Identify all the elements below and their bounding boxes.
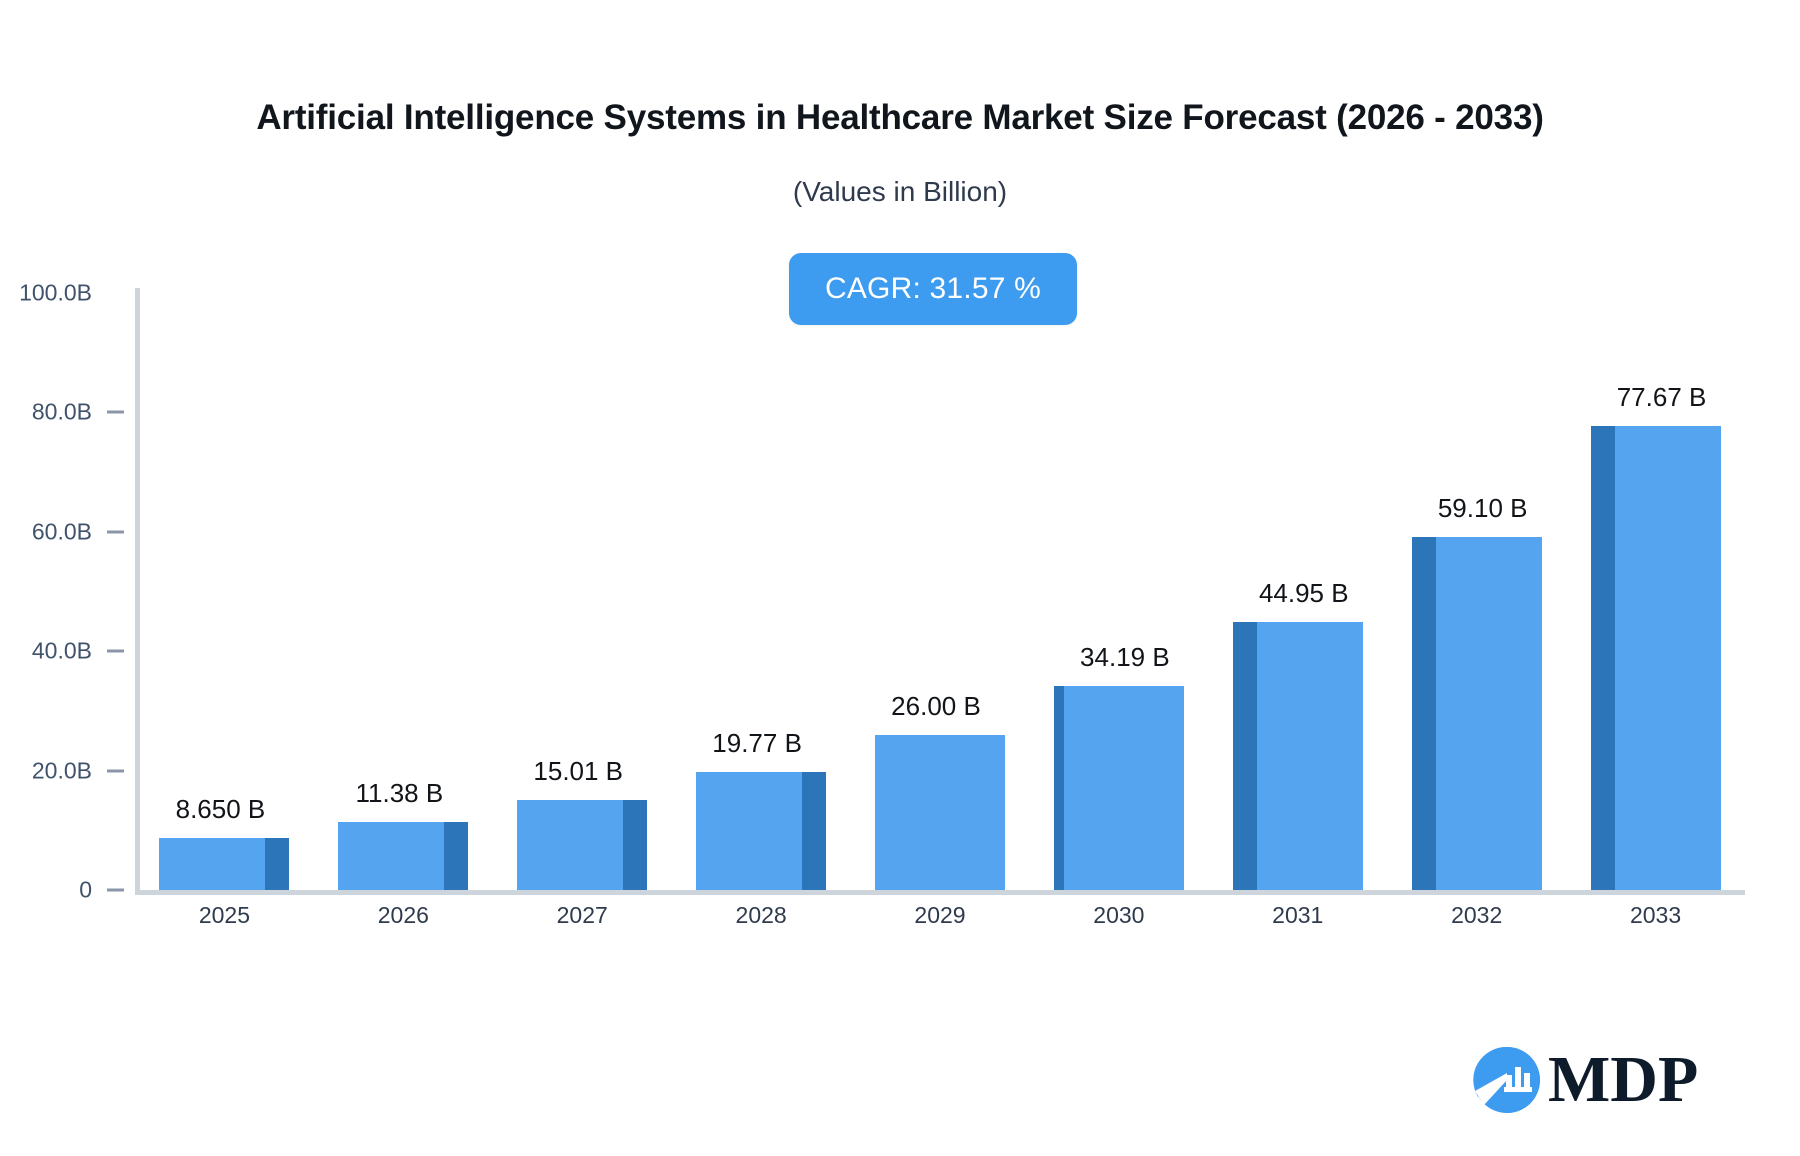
y-axis-line [135,288,140,894]
bar-face [875,734,1005,890]
mdp-logo: MDP [1470,1043,1698,1117]
bar-face [1614,426,1721,890]
bar-side-panel [1590,426,1615,890]
bar-face [338,822,445,890]
bar-side-panel [1232,621,1257,890]
bar-side-panel [1411,537,1436,890]
bar-value-label: 8.650 B [175,794,266,825]
x-axis-tick-label: 2030 [1093,902,1145,928]
bar-value-label: 26.00 B [891,690,981,721]
y-axis-tick-label: 100.0B [19,279,92,306]
x-axis-tick-label: 2026 [377,902,429,928]
bar-side-panel [623,800,648,890]
bar[interactable] [1232,621,1363,890]
bar[interactable] [338,822,469,890]
chart-subtitle: (Values in Billion) [792,176,1008,207]
x-axis-tick-label: 2032 [1451,902,1503,928]
bar[interactable] [1411,537,1542,890]
bar-face [1435,537,1542,890]
y-axis-tick-mark [107,888,124,892]
y-axis-tick-label: 0 [79,876,92,903]
bar-value-label: 59.10 B [1437,493,1528,524]
x-axis-tick-label: 2029 [914,902,966,928]
bar[interactable] [875,734,1005,890]
bar[interactable] [517,800,648,890]
bar-face [159,838,266,890]
x-axis-line [135,890,1745,895]
bar-face [517,800,624,890]
bar[interactable] [1053,685,1184,890]
bar-value-label: 44.95 B [1258,577,1349,608]
y-axis-tick-mark [107,769,124,773]
bar[interactable] [159,838,290,890]
bar-value-label: 11.38 B [355,778,444,809]
bar-side-panel [802,771,827,890]
bar[interactable] [696,771,827,890]
bar-face [1063,685,1184,890]
bar-face [696,771,803,890]
y-axis-tick-label: 80.0B [31,398,92,425]
y-axis-tick-label: 40.0B [31,637,92,664]
bar-side-panel [1053,685,1064,890]
page-title: Artificial Intelligence Systems in Healt… [256,98,1544,137]
x-axis-tick-label: 2031 [1272,902,1324,928]
bar-side-panel [265,838,290,890]
bar-side-panel [444,822,469,890]
cagr-badge: CAGR: 31.57 % [789,253,1077,325]
y-axis-tick-mark [107,530,124,534]
bar-value-label: 19.77 B [712,727,802,758]
bar-value-label: 34.19 B [1080,641,1170,672]
cagr-badge-label: CAGR: 31.57 % [824,272,1042,305]
pie-chart-icon [1473,1046,1540,1113]
mdp-wordmark: MDP [1548,1043,1699,1116]
x-axis-tick-label: 2025 [198,902,251,928]
y-axis-tick-mark [107,410,124,414]
bar-value-label: 77.67 B [1616,382,1707,413]
bar-value-label: 15.01 B [533,756,624,787]
bar[interactable] [1590,426,1721,890]
y-axis-tick-label: 20.0B [31,757,92,784]
x-axis-tick-label: 2028 [735,902,787,928]
y-axis-tick-label: 60.0B [31,518,92,545]
bar-face [1256,621,1363,890]
x-axis-tick-label: 2033 [1629,902,1682,928]
x-axis-tick-label: 2027 [556,902,608,928]
y-axis-tick-mark [107,649,124,653]
